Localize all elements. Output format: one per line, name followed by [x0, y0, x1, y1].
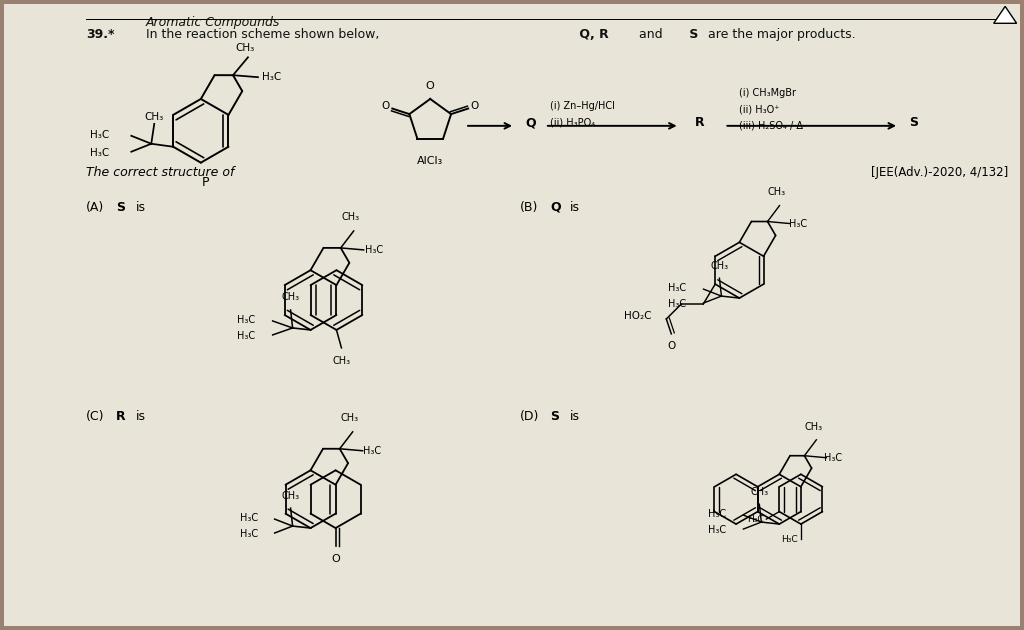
- Text: H₃C: H₃C: [746, 515, 763, 524]
- Text: The correct structure of: The correct structure of: [86, 166, 234, 179]
- Text: are the major products.: are the major products.: [705, 28, 856, 42]
- Text: CH₃: CH₃: [236, 43, 255, 54]
- Text: H₃C: H₃C: [669, 299, 686, 309]
- Text: is: is: [569, 200, 580, 214]
- Text: (iii) H₂SO₄ / Δ: (iii) H₂SO₄ / Δ: [739, 121, 804, 131]
- Text: and: and: [635, 28, 663, 42]
- Text: is: is: [569, 410, 580, 423]
- Text: Q: Q: [550, 200, 560, 214]
- Text: is: is: [136, 410, 146, 423]
- Text: H₃C: H₃C: [262, 72, 281, 82]
- Text: CH₃: CH₃: [282, 292, 300, 302]
- Text: [JEE(Adv.)-2020, 4/132]: [JEE(Adv.)-2020, 4/132]: [871, 166, 1009, 179]
- Text: H₃C: H₃C: [781, 534, 798, 544]
- Text: Q, R: Q, R: [574, 28, 608, 42]
- Text: In the reaction scheme shown below,: In the reaction scheme shown below,: [146, 28, 379, 42]
- Text: CH₃: CH₃: [144, 112, 164, 122]
- Text: (A): (A): [86, 200, 104, 214]
- Text: R: R: [694, 117, 705, 129]
- Text: O: O: [426, 81, 434, 91]
- Text: H₃C: H₃C: [90, 147, 110, 158]
- Text: H₃C: H₃C: [669, 283, 686, 293]
- Polygon shape: [993, 6, 1017, 23]
- Text: HO₂C: HO₂C: [624, 311, 651, 321]
- Text: H₃C: H₃C: [240, 529, 258, 539]
- Text: AlCl₃: AlCl₃: [417, 156, 443, 166]
- Text: (i) Zn–Hg/HCl: (i) Zn–Hg/HCl: [550, 101, 614, 111]
- Text: (ii) H₃PO₄: (ii) H₃PO₄: [550, 118, 595, 128]
- Text: P: P: [202, 176, 210, 189]
- Text: H₃C: H₃C: [709, 525, 726, 535]
- Text: H₃C: H₃C: [824, 453, 843, 462]
- Text: O: O: [382, 101, 390, 112]
- Text: CH₃: CH₃: [342, 212, 359, 222]
- Text: (D): (D): [520, 410, 540, 423]
- Text: CH₃: CH₃: [767, 186, 785, 197]
- Text: H₃C: H₃C: [364, 446, 382, 455]
- FancyBboxPatch shape: [4, 4, 1020, 626]
- Text: O: O: [471, 101, 479, 112]
- Text: CH₃: CH₃: [333, 356, 350, 366]
- Text: CH₃: CH₃: [804, 422, 822, 432]
- Text: H₃C: H₃C: [237, 331, 255, 341]
- Text: H₃C: H₃C: [240, 513, 258, 523]
- Text: H₃C: H₃C: [237, 315, 255, 325]
- Text: (B): (B): [520, 200, 539, 214]
- Text: Q: Q: [525, 117, 536, 129]
- Text: H₃C: H₃C: [790, 219, 807, 229]
- Text: H₃C: H₃C: [366, 245, 384, 255]
- Text: CH₃: CH₃: [751, 487, 768, 497]
- Text: S: S: [684, 28, 698, 42]
- Text: CH₃: CH₃: [341, 413, 358, 423]
- Text: H₃C: H₃C: [709, 509, 726, 519]
- Text: (ii) H₃O⁺: (ii) H₃O⁺: [739, 105, 780, 115]
- Text: (i) CH₃MgBr: (i) CH₃MgBr: [739, 88, 797, 98]
- Text: is: is: [136, 200, 146, 214]
- Text: Aromatic Compounds: Aromatic Compounds: [146, 16, 281, 30]
- Text: 39.*: 39.*: [86, 28, 115, 42]
- Text: O: O: [331, 554, 340, 564]
- Text: CH₃: CH₃: [282, 491, 300, 501]
- Text: S: S: [116, 200, 125, 214]
- Text: S: S: [550, 410, 559, 423]
- Text: CH₃: CH₃: [711, 261, 728, 271]
- Text: S: S: [909, 117, 918, 129]
- Text: H₃C: H₃C: [90, 130, 110, 140]
- Text: R: R: [116, 410, 126, 423]
- Text: O: O: [668, 341, 676, 351]
- Text: (C): (C): [86, 410, 104, 423]
